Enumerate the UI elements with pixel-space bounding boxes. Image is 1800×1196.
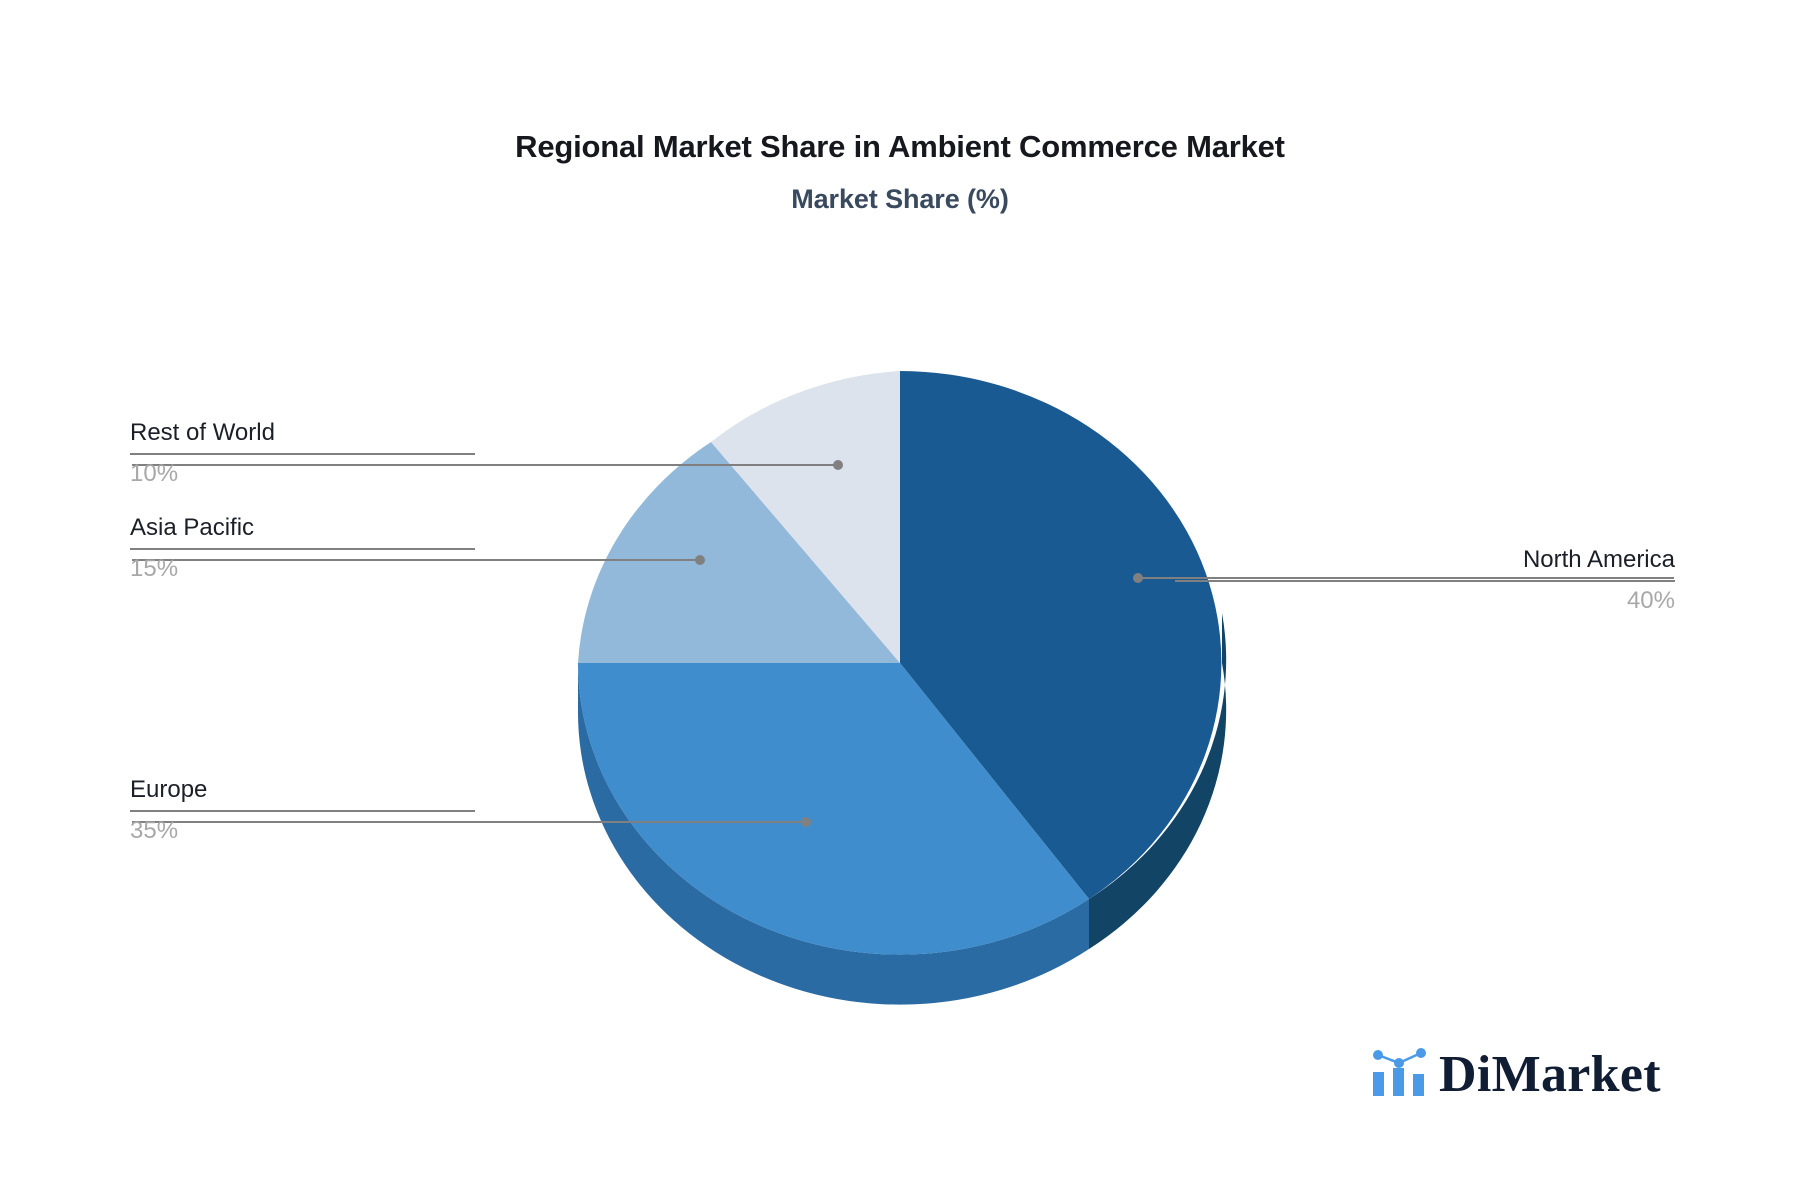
pie-3d-sides <box>578 613 1227 1005</box>
callout-value-europe: 35% <box>130 817 179 844</box>
pie-top-face <box>578 371 1222 955</box>
callout-label-north-america: North America <box>1522 546 1675 573</box>
chart-title: Regional Market Share in Ambient Commerc… <box>515 129 1285 164</box>
pie-side-north-america <box>1089 613 1227 949</box>
callout-rule-europe <box>130 810 475 812</box>
callout-value-asia-pacific: 15% <box>130 555 179 582</box>
pie-slice-north-america[interactable] <box>900 371 1222 899</box>
callout-rule-asia-pacific <box>130 548 475 550</box>
brand-name: DiMarket <box>1439 1045 1661 1103</box>
callout-label-asia-pacific: Asia Pacific <box>130 514 255 541</box>
brand-logo: DiMarket <box>1371 1046 1661 1103</box>
callout-label-rest-of-world: Rest of World <box>130 419 275 446</box>
callout-value-north-america: 40% <box>1626 587 1675 614</box>
pie-slice-rest-of-world[interactable] <box>711 371 900 663</box>
leader-dot-asia-pacific <box>695 555 705 565</box>
callout-label-europe: Europe <box>130 776 208 803</box>
pie-slice-asia-pacific[interactable] <box>578 442 900 663</box>
callout-north-america[interactable]: North America 40% <box>1175 545 1675 616</box>
pie-slice-europe[interactable] <box>578 663 1089 955</box>
callout-rest-of-world[interactable]: Rest of World 10% <box>130 418 475 489</box>
callout-europe[interactable]: Europe 35% <box>130 775 475 846</box>
pie-side-europe <box>578 663 1089 1005</box>
leader-dot-rest-of-world <box>833 460 843 470</box>
callout-rule-north-america <box>1175 580 1675 582</box>
leader-dot-north-america <box>1133 573 1143 583</box>
callout-asia-pacific[interactable]: Asia Pacific 15% <box>130 513 475 584</box>
callout-rule-rest-of-world <box>130 453 475 455</box>
bar-chart-logo-icon <box>1371 1046 1429 1103</box>
chart-subtitle: Market Share (%) <box>791 184 1009 215</box>
callout-value-rest-of-world: 10% <box>130 460 179 487</box>
leader-dot-europe <box>801 817 811 827</box>
title-block: Regional Market Share in Ambient Commerc… <box>0 128 1800 216</box>
